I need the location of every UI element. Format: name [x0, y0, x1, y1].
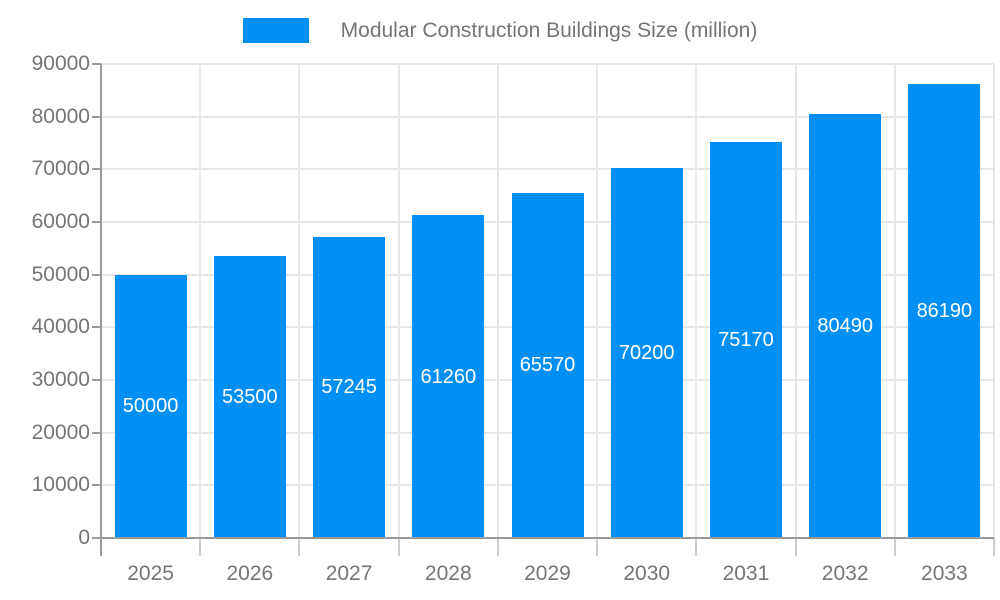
- bar-2028: [412, 215, 485, 538]
- x-tick: [893, 538, 896, 556]
- y-tick: [92, 379, 101, 381]
- x-tick: [397, 538, 400, 556]
- x-gridline: [596, 64, 599, 538]
- y-axis-label: 20000: [31, 420, 90, 444]
- y-tick: [92, 431, 101, 434]
- bar-value-label: 53500: [222, 386, 278, 409]
- legend-swatch: [242, 18, 309, 43]
- bar-2026: [213, 256, 286, 538]
- y-tick: [92, 484, 101, 487]
- y-axis-label: 60000: [31, 210, 90, 233]
- x-tick: [794, 538, 797, 556]
- x-axis-label: 2030: [623, 562, 671, 585]
- y-tick: [92, 168, 101, 171]
- x-tick: [496, 538, 499, 556]
- bar-value-label: 50000: [122, 395, 179, 418]
- y-gridline: [101, 168, 994, 171]
- y-axis-label: 90000: [31, 52, 90, 75]
- chart-legend: Modular Construction Buildings Size (mil…: [0, 18, 1000, 43]
- y-gridline: [101, 115, 994, 118]
- x-axis-label: 2029: [524, 562, 571, 585]
- x-axis-line: [101, 537, 994, 539]
- y-tick: [92, 273, 101, 276]
- y-axis-line: [100, 64, 102, 556]
- y-axis-label: 50000: [31, 262, 90, 286]
- x-axis-label: 2032: [821, 562, 869, 585]
- x-gridline: [298, 64, 301, 538]
- y-tick: [92, 63, 101, 65]
- bar-2025: [114, 274, 187, 538]
- x-axis-label: 2031: [722, 562, 770, 585]
- legend-label: Modular Construction Buildings Size (mil…: [340, 18, 758, 42]
- x-gridline: [993, 64, 995, 538]
- x-axis-label: 2028: [424, 562, 472, 585]
- y-axis-label: 10000: [31, 473, 90, 497]
- y-axis-label: 40000: [31, 315, 90, 339]
- y-axis-label: 80000: [31, 104, 90, 128]
- bar-2030: [610, 168, 683, 538]
- x-gridline: [893, 64, 896, 538]
- bar-value-label: 75170: [718, 329, 774, 352]
- bar-2032: [809, 114, 882, 538]
- bar-value-label: 70200: [618, 342, 675, 365]
- y-gridline: [101, 63, 994, 65]
- x-axis-label: 2027: [325, 562, 373, 585]
- bar-value-label: 57245: [321, 376, 377, 399]
- x-tick: [695, 538, 698, 556]
- x-tick: [596, 538, 599, 556]
- y-axis-label: 30000: [31, 368, 90, 391]
- bar-value-label: 80490: [817, 315, 873, 338]
- bar-value-label: 65570: [519, 354, 576, 377]
- x-gridline: [695, 64, 698, 538]
- bar-value-label: 61260: [420, 365, 477, 388]
- x-axis-label: 2026: [226, 562, 274, 585]
- x-axis-label: 2033: [921, 562, 968, 585]
- x-gridline: [496, 64, 499, 538]
- x-gridline: [397, 64, 400, 538]
- bar-2027: [313, 236, 386, 538]
- bar-2029: [511, 192, 584, 538]
- y-tick: [92, 537, 101, 539]
- y-tick: [92, 221, 101, 223]
- bar-value-label: 86190: [916, 300, 973, 323]
- y-tick: [92, 115, 101, 118]
- x-gridline: [199, 64, 202, 538]
- bar-2033: [908, 84, 981, 538]
- y-tick: [92, 326, 101, 329]
- x-axis-label: 2025: [127, 562, 174, 585]
- x-tick: [298, 538, 301, 556]
- x-tick: [993, 538, 995, 556]
- x-tick: [199, 538, 202, 556]
- x-gridline: [794, 64, 797, 538]
- y-axis-label: 0: [78, 526, 90, 549]
- y-axis-label: 70000: [31, 157, 90, 181]
- bar-2031: [709, 142, 782, 538]
